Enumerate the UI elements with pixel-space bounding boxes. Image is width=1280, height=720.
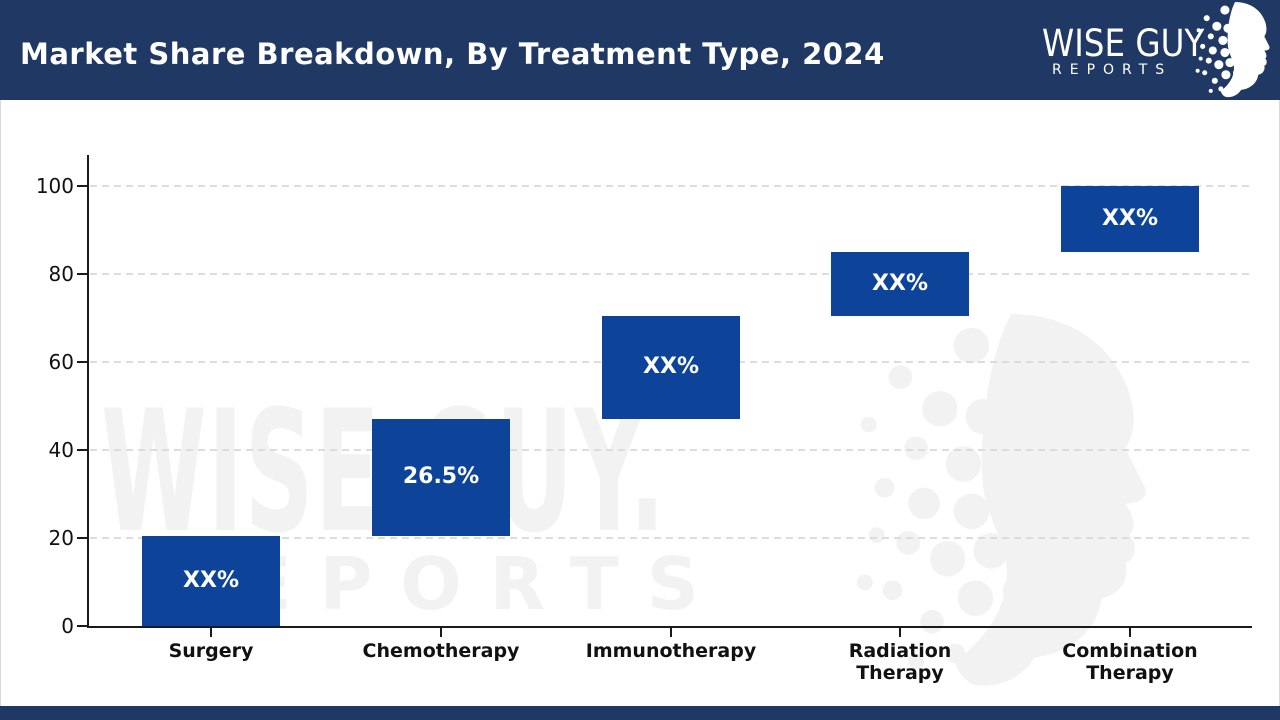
- y-axis-line: [87, 155, 89, 628]
- logo-brand-text: WISE GUY: [1042, 22, 1205, 65]
- bar-combination-therapy: XX%: [1061, 186, 1199, 252]
- bar-surgery: XX%: [142, 535, 280, 626]
- y-gridline: [90, 449, 1252, 451]
- wiseguy-head-icon: [1195, 2, 1270, 98]
- y-gridline: [90, 273, 1252, 275]
- bar-chemotherapy: 26.5%: [372, 419, 510, 536]
- x-category-label: Immunotherapy: [585, 640, 757, 662]
- y-gridline: [90, 185, 1252, 187]
- y-tick-mark: [77, 537, 88, 539]
- y-tick-label: 100: [35, 174, 74, 198]
- y-tick-label: 20: [48, 526, 74, 550]
- x-tick-mark: [440, 628, 442, 637]
- bar-value-label: 26.5%: [402, 464, 480, 490]
- y-tick-label: 0: [61, 614, 74, 638]
- y-tick-label: 60: [48, 350, 74, 374]
- page-title: Market Share Breakdown, By Treatment Typ…: [20, 37, 885, 71]
- header-bar: Market Share Breakdown, By Treatment Typ…: [0, 0, 1280, 100]
- bar-value-label: XX%: [183, 567, 239, 593]
- bar-value-label: XX%: [872, 270, 928, 296]
- y-tick-mark: [77, 625, 88, 627]
- x-tick-mark: [899, 628, 901, 637]
- bar-radiation-therapy: XX%: [831, 252, 969, 316]
- bar-value-label: XX%: [1102, 206, 1158, 231]
- y-tick-mark: [77, 361, 88, 363]
- logo-sub-text: REPORTS: [1052, 62, 1173, 78]
- bar-value-label: XX%: [643, 354, 699, 380]
- x-tick-mark: [670, 628, 672, 637]
- x-category-label: Combination Therapy: [1062, 640, 1198, 684]
- x-tick-mark: [1129, 628, 1131, 637]
- x-category-label: Radiation Therapy: [848, 640, 952, 684]
- bar-immunotherapy: XX%: [602, 315, 740, 420]
- y-tick-mark: [77, 185, 88, 187]
- x-category-label: Surgery: [168, 640, 254, 662]
- y-gridline: [90, 537, 1252, 539]
- x-axis-line: [87, 626, 1252, 628]
- x-tick-mark: [210, 628, 212, 637]
- x-category-label: Chemotherapy: [362, 640, 520, 662]
- footer-bar: [0, 706, 1280, 720]
- y-tick-label: 80: [48, 262, 74, 286]
- y-tick-mark: [77, 273, 88, 275]
- watermark-head-icon: [856, 314, 1146, 686]
- y-tick-mark: [77, 449, 88, 451]
- y-tick-label: 40: [48, 438, 74, 462]
